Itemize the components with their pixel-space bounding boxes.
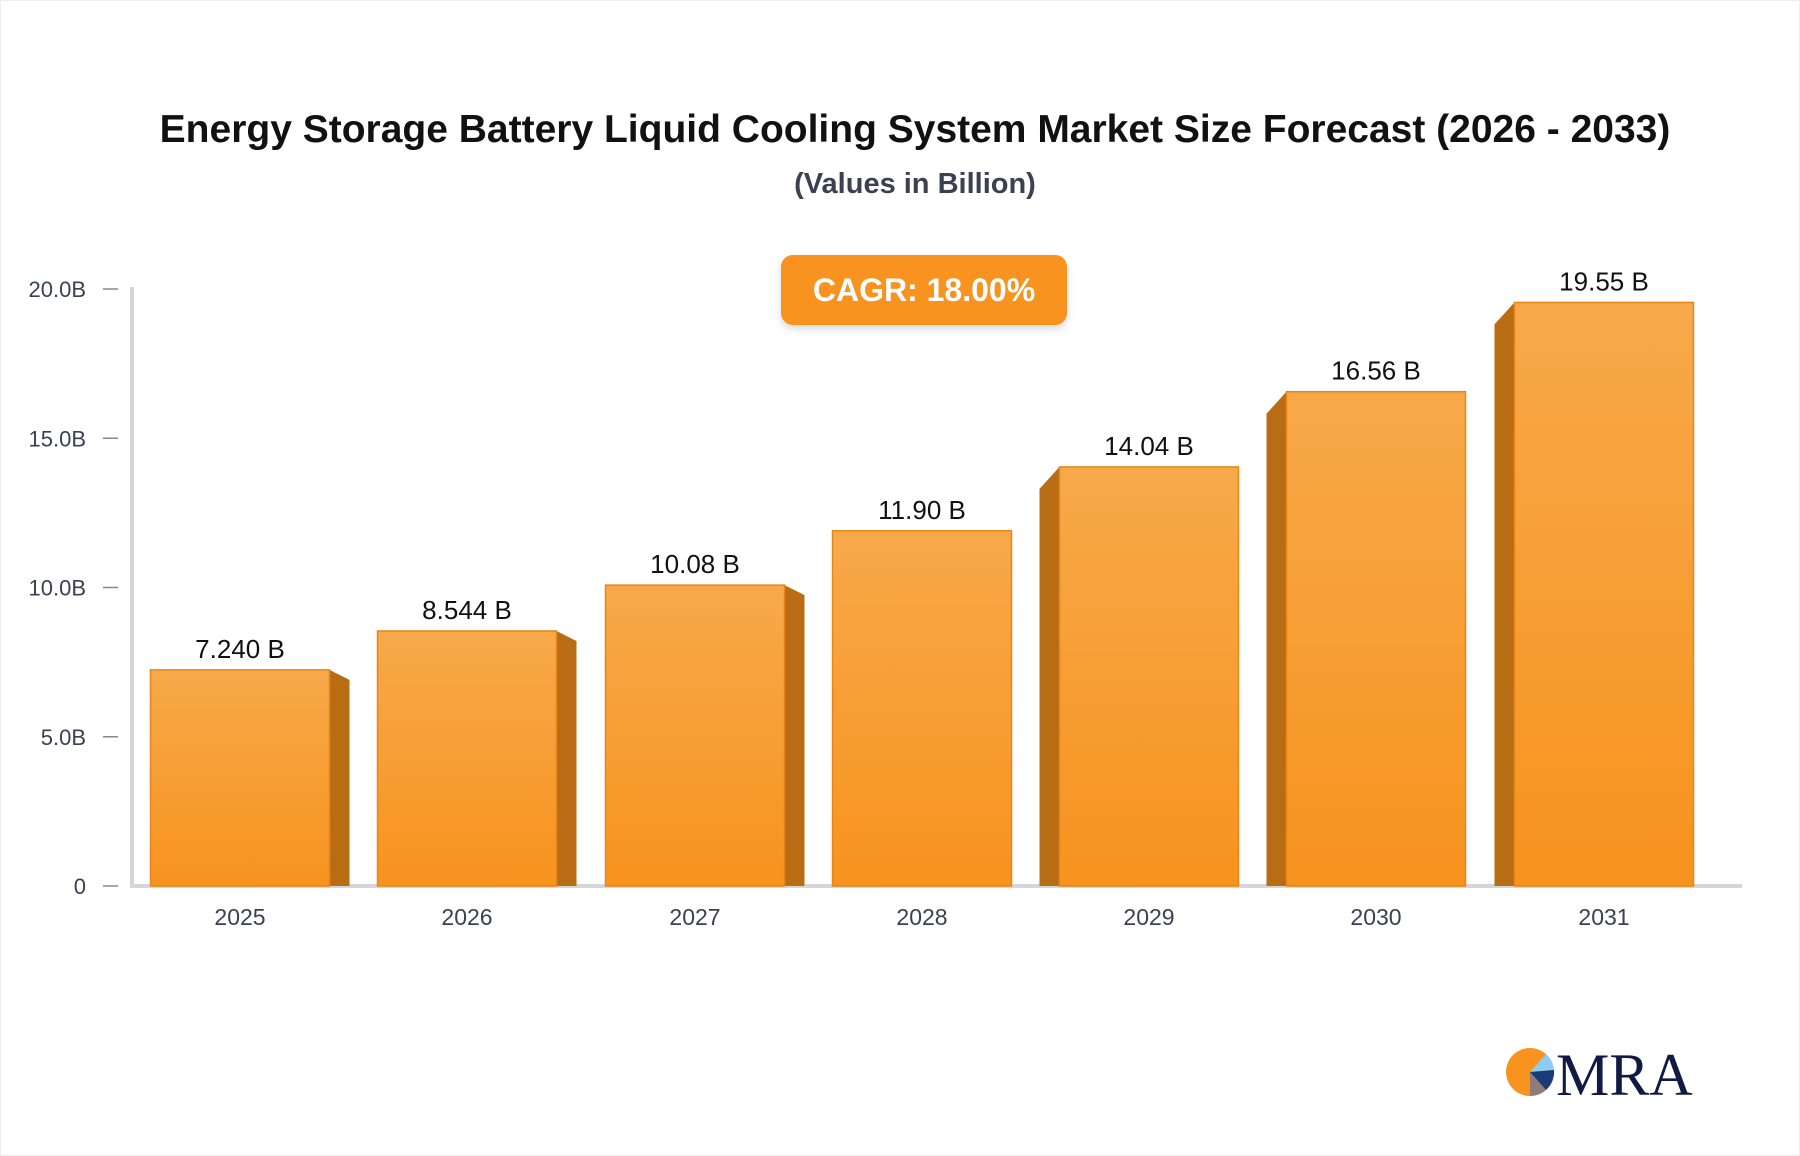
bar-side bbox=[556, 630, 577, 886]
bar bbox=[1285, 390, 1467, 887]
data-label: 11.90 B bbox=[878, 495, 966, 525]
mra-logo-icon: MRA bbox=[1506, 1042, 1693, 1102]
bar bbox=[831, 530, 1013, 887]
bar-group-2030 bbox=[1266, 390, 1467, 887]
y-tick-label: 5.0B bbox=[41, 725, 86, 750]
cagr-badge: CAGR: 18.00% bbox=[781, 255, 1067, 325]
bar-group-2028 bbox=[831, 530, 1013, 887]
chart-title: Energy Storage Battery Liquid Cooling Sy… bbox=[159, 108, 1671, 151]
bar-group-2025 bbox=[149, 669, 350, 887]
data-label: 7.240 B bbox=[195, 634, 285, 664]
data-label: 19.55 B bbox=[1559, 266, 1649, 296]
y-tick-label: 0 bbox=[74, 874, 86, 899]
chart-subtitle: (Values in Billion) bbox=[794, 168, 1036, 200]
bar-group-2031 bbox=[1494, 301, 1695, 887]
x-tick-label: 2026 bbox=[441, 904, 492, 930]
x-tick-label: 2031 bbox=[1578, 904, 1629, 930]
data-label: 8.544 B bbox=[422, 595, 512, 625]
x-tick-label: 2030 bbox=[1350, 904, 1401, 930]
x-tick-label: 2029 bbox=[1123, 904, 1174, 930]
bar-side bbox=[784, 585, 805, 886]
data-label: 10.08 B bbox=[650, 549, 740, 579]
bar bbox=[149, 669, 331, 887]
y-tick-label: 10.0B bbox=[29, 576, 87, 601]
logo-text: MRA bbox=[1556, 1042, 1693, 1102]
mra-logo: MRA bbox=[1506, 1040, 1696, 1102]
bar bbox=[1513, 301, 1695, 887]
bar-side bbox=[1039, 466, 1060, 886]
bar-side bbox=[1494, 302, 1515, 886]
data-label: 16.56 B bbox=[1331, 356, 1421, 386]
x-tick-label: 2027 bbox=[669, 904, 720, 930]
y-tick-label: 15.0B bbox=[29, 426, 87, 451]
bar-group-2029 bbox=[1039, 466, 1240, 887]
bar-side bbox=[329, 669, 350, 886]
bar-group-2027 bbox=[604, 584, 805, 887]
y-tick-label: 20.0B bbox=[29, 277, 87, 302]
bar bbox=[1058, 466, 1240, 887]
bar bbox=[376, 630, 558, 887]
data-label: 14.04 B bbox=[1104, 431, 1194, 461]
bar-side bbox=[1266, 391, 1287, 886]
x-tick-label: 2028 bbox=[896, 904, 947, 930]
bar bbox=[604, 584, 786, 887]
x-tick-label: 2025 bbox=[214, 904, 265, 930]
bar-group-2026 bbox=[376, 630, 577, 887]
